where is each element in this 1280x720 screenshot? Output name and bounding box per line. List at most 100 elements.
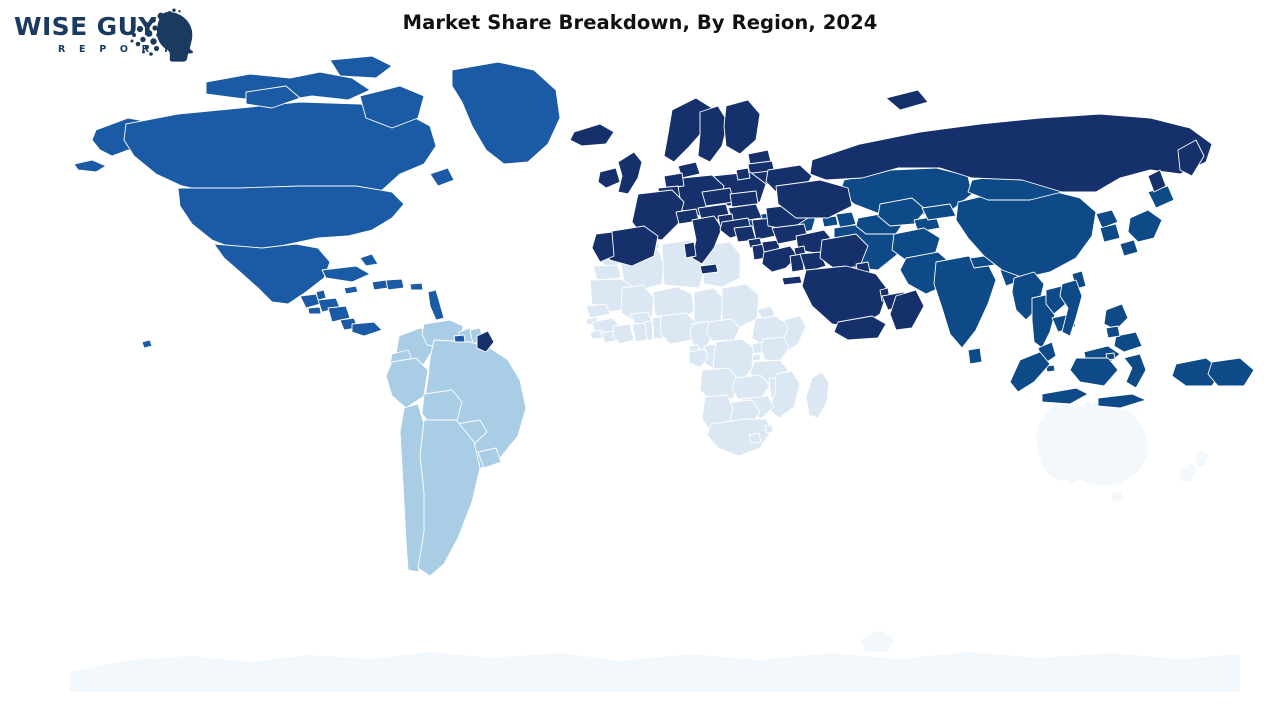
ellesmere-island (330, 56, 392, 78)
territory-french-guiana (477, 331, 494, 352)
country-japan-kyushu (1120, 240, 1138, 256)
country-vietnam (1060, 280, 1082, 336)
country-indonesia-kalimantan (1070, 358, 1118, 386)
country-papua-new-guinea (1208, 358, 1254, 386)
country-dominican-republic (386, 279, 404, 290)
country-senegal (586, 304, 610, 318)
country-ukraine (776, 180, 852, 218)
country-israel (790, 254, 804, 272)
country-eswatini (765, 425, 773, 433)
country-indonesia-sumatra (1010, 352, 1050, 392)
country-greece (762, 246, 798, 272)
country-south-korea (1100, 224, 1120, 242)
country-indonesia-sulawesi (1124, 354, 1146, 388)
country-madagascar (806, 372, 829, 418)
country-united-states (178, 186, 404, 250)
country-australia (1036, 399, 1149, 486)
country-sierra-leone (590, 330, 603, 339)
newfoundland (430, 168, 454, 186)
country-trinidad-and-tobago (454, 335, 465, 342)
country-kenya (761, 337, 789, 361)
region-hawaii (142, 340, 152, 348)
country-sri-lanka (968, 348, 982, 364)
world-choropleth-map (0, 52, 1280, 720)
country-togo (645, 321, 653, 340)
country-tasmania (1112, 491, 1123, 502)
country-uzbekistan (878, 198, 926, 226)
lesser-antilles (428, 290, 444, 320)
baffin-island (360, 86, 424, 128)
country-sweden (698, 106, 728, 162)
country-south-africa (707, 419, 772, 456)
region-europe-middle-east (477, 90, 1212, 352)
country-indonesia-papua (1172, 358, 1222, 386)
country-slovakia (730, 191, 758, 207)
country-azerbaijan (836, 212, 856, 228)
country-india (934, 256, 996, 348)
country-nicaragua (328, 306, 350, 322)
country-belize (316, 290, 326, 300)
country-japan-hokkaido (1148, 186, 1174, 208)
wise-guy-reports-logo: WISE GUY R E P O R T S (14, 8, 204, 62)
country-indonesia-lesser-sunda (1098, 394, 1146, 408)
country-russia (810, 114, 1212, 192)
alaska-aleutians (74, 160, 106, 172)
world-map-svg (70, 52, 1280, 692)
country-ireland (598, 168, 620, 188)
country-jordan (800, 252, 826, 272)
region-north-america (74, 56, 560, 348)
country-philippines-mindanao (1114, 332, 1142, 352)
russia-kaliningrad (736, 168, 750, 180)
country-japan-honshu (1128, 210, 1162, 242)
country-bahamas (360, 254, 378, 266)
victoria-island (246, 86, 300, 108)
country-finland (724, 100, 760, 154)
country-somalia (782, 316, 806, 352)
country-car (706, 319, 740, 341)
country-panama (352, 322, 382, 336)
country-lesotho (749, 433, 761, 443)
country-north-korea (1096, 210, 1118, 228)
continent-antarctica (70, 652, 1240, 692)
country-greenland (452, 62, 560, 164)
country-netherlands (664, 173, 684, 188)
country-peru (386, 358, 428, 408)
country-philippines-luzon (1104, 304, 1128, 330)
country-singapore (1046, 365, 1055, 372)
country-mozambique (768, 371, 800, 418)
country-new-zealand-south (1179, 464, 1197, 482)
russia-novaya-zemlya (886, 90, 928, 110)
country-argentina (418, 420, 480, 576)
country-united-kingdom (618, 152, 642, 194)
russia-kamchatka (1178, 140, 1204, 176)
region-south-america (386, 320, 526, 576)
country-western-sahara (593, 265, 621, 280)
country-rwanda (752, 354, 761, 361)
country-portugal (592, 232, 614, 262)
country-uruguay (478, 448, 501, 468)
country-puerto-rico (410, 283, 423, 290)
country-sardinia (684, 242, 696, 258)
country-haiti (372, 280, 388, 290)
country-gabon (689, 349, 710, 367)
country-new-zealand-north (1194, 450, 1208, 467)
country-angola (700, 368, 737, 402)
country-italy (692, 216, 722, 264)
country-crete (782, 276, 802, 285)
region-rest-of-world (70, 399, 1240, 692)
russia-sakhalin (1148, 170, 1166, 192)
country-cuba (322, 266, 370, 282)
country-ivory-coast (613, 324, 634, 344)
country-indonesia-java (1042, 388, 1088, 404)
chart-title: Market Share Breakdown, By Region, 2024 (402, 11, 878, 34)
country-philippines-visayas (1106, 326, 1120, 338)
antarctic-wisp (860, 630, 894, 652)
logo-subtitle: R E P O R T S (58, 44, 195, 55)
head-network-icon (130, 8, 194, 62)
country-yemen (834, 316, 886, 340)
region-africa (586, 238, 829, 456)
country-oman (890, 290, 924, 330)
country-el-salvador (308, 307, 321, 314)
country-sicily (700, 264, 718, 274)
